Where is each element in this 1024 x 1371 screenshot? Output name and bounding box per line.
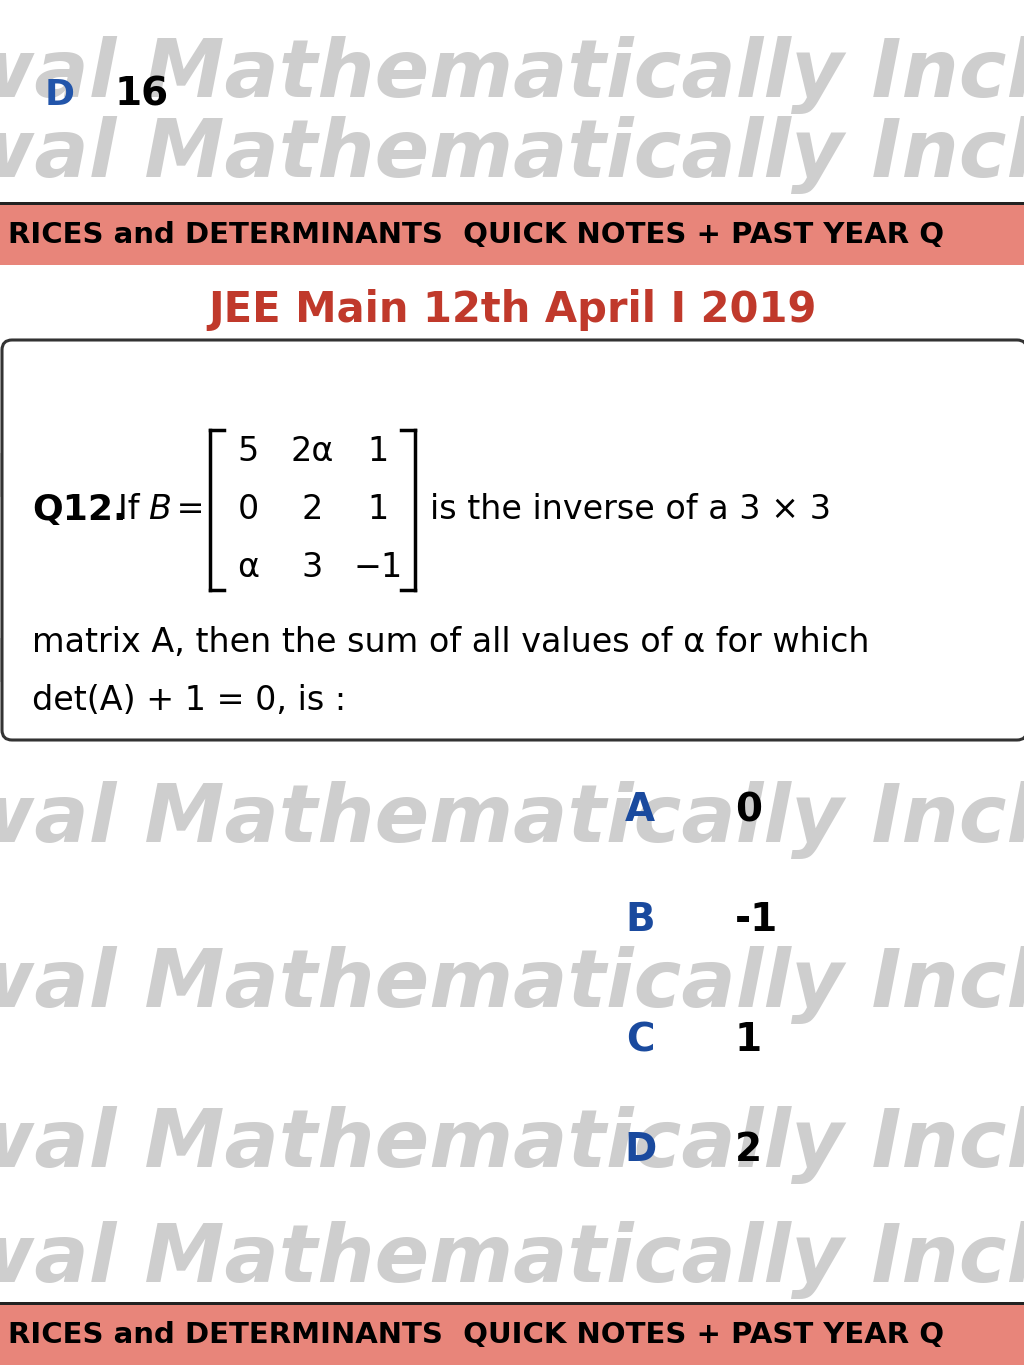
Bar [0, 1302, 1024, 1305]
Text: α: α [237, 551, 259, 584]
Text: 16: 16 [115, 75, 169, 114]
Text: wal Mathematically Incline: wal Mathematically Incline [0, 436, 1024, 514]
Text: wal Mathematically Incline: wal Mathematically Incline [0, 946, 1024, 1024]
Text: RICES and DETERMINANTS  QUICK NOTES + PAST YEAR Q: RICES and DETERMINANTS QUICK NOTES + PAS… [8, 1322, 944, 1349]
Text: 1: 1 [368, 494, 389, 526]
Text: 3: 3 [301, 551, 323, 584]
Text: -1: -1 [735, 901, 778, 939]
Text: 1: 1 [368, 435, 389, 468]
Text: JEE Main 12th April I 2019: JEE Main 12th April I 2019 [208, 289, 816, 330]
Text: RICES and DETERMINANTS  QUICK NOTES + PAST YEAR Q: RICES and DETERMINANTS QUICK NOTES + PAS… [8, 221, 944, 250]
Text: 2: 2 [735, 1131, 762, 1169]
Text: 5: 5 [238, 435, 259, 468]
Text: 0: 0 [735, 791, 762, 829]
Text: wal Mathematically Incline: wal Mathematically Incline [0, 117, 1024, 195]
Text: 2: 2 [301, 494, 323, 526]
Text: B: B [626, 901, 654, 939]
Text: =: = [166, 494, 205, 526]
Text: C: C [626, 1021, 654, 1058]
Text: If: If [118, 494, 151, 526]
FancyBboxPatch shape [2, 340, 1024, 740]
Text: Q12.: Q12. [32, 492, 127, 526]
Text: −1: −1 [353, 551, 402, 584]
Text: wal Mathematically Incline: wal Mathematically Incline [0, 621, 1024, 699]
Bar [0, 206, 1024, 265]
Text: 2α: 2α [291, 435, 334, 468]
Text: B: B [148, 494, 171, 526]
Text: 1: 1 [735, 1021, 762, 1058]
Bar [0, 1305, 1024, 1366]
Text: D: D [624, 1131, 656, 1169]
Text: det(A) + 1 = 0, is :: det(A) + 1 = 0, is : [32, 684, 346, 717]
Text: wal Mathematically Incline: wal Mathematically Incline [0, 36, 1024, 114]
Text: wal Mathematically Incline: wal Mathematically Incline [0, 1222, 1024, 1298]
Text: wal Mathematically Incline: wal Mathematically Incline [0, 1106, 1024, 1185]
Text: D: D [45, 78, 75, 112]
Text: A: A [625, 791, 655, 829]
Text: wal Mathematically Incline: wal Mathematically Incline [0, 781, 1024, 860]
Text: matrix A, then the sum of all values of α for which: matrix A, then the sum of all values of … [32, 627, 869, 659]
Text: is the inverse of a 3 × 3: is the inverse of a 3 × 3 [430, 494, 831, 526]
Text: 0: 0 [238, 494, 259, 526]
Bar [0, 202, 1024, 206]
